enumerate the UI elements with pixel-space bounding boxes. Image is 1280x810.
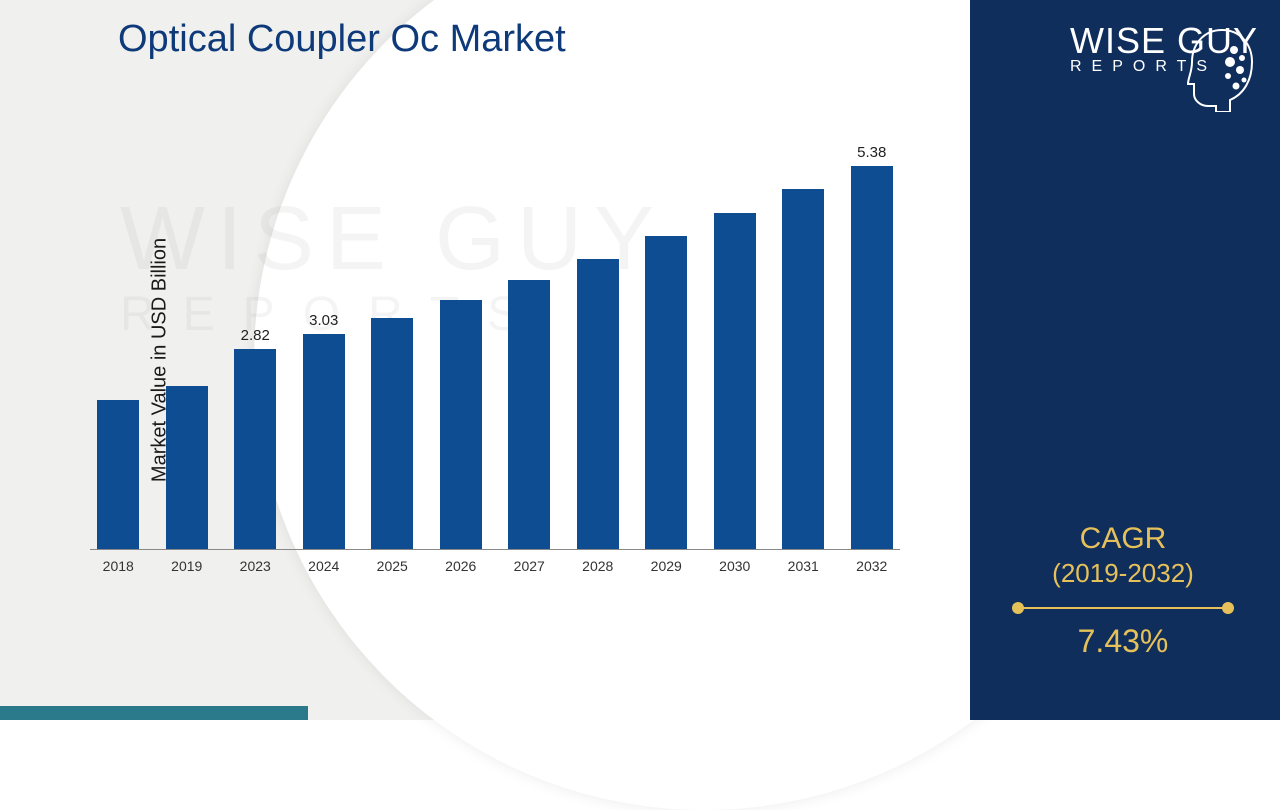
bar [166, 386, 208, 550]
head-icon [1186, 28, 1258, 112]
bar [714, 213, 756, 550]
x-tick-label: 2026 [445, 558, 476, 574]
bar-slot: 2029 [644, 214, 689, 550]
cagr-box: CAGR (2019-2032) 7.43% [998, 522, 1248, 660]
bar-slot: 2028 [576, 237, 621, 550]
bar [508, 280, 550, 550]
x-tick-label: 2031 [788, 558, 819, 574]
bar [782, 189, 824, 550]
bar-value-label: 5.38 [857, 144, 886, 162]
x-axis-line [90, 549, 900, 550]
x-tick-label: 2028 [582, 558, 613, 574]
cagr-divider [1018, 607, 1228, 609]
bar-slot: 2030 [713, 191, 758, 550]
bar-slot: 2.822023 [233, 327, 278, 550]
cagr-title: CAGR [998, 522, 1248, 556]
cagr-value: 7.43% [998, 623, 1248, 660]
bar [303, 334, 345, 550]
bottom-accent-bar [0, 706, 308, 720]
plot-area: WISE GUY REPORTS 201820192.8220233.03202… [90, 150, 900, 550]
bar-slot: 2027 [507, 258, 552, 550]
bar-value-label: 2.82 [241, 327, 270, 345]
bar-slot: 5.382032 [850, 144, 895, 550]
bar-slot: 2031 [781, 167, 826, 550]
bar [577, 259, 619, 550]
cagr-range: (2019-2032) [998, 558, 1248, 589]
bar-slot: 3.032024 [302, 312, 347, 550]
brand-logo: WISE GUY REPORTS [1070, 20, 1258, 76]
chart-title: Optical Coupler Oc Market [118, 18, 566, 61]
bar [440, 300, 482, 550]
bar-slot: 2019 [165, 364, 210, 550]
bar-slot: 2026 [439, 278, 484, 550]
bar [851, 166, 893, 550]
bar [97, 400, 139, 550]
bar-slot: 2018 [96, 378, 141, 550]
bar-chart: Market Value in USD Billion WISE GUY REP… [70, 150, 900, 570]
bar-slot: 2025 [370, 296, 415, 550]
bars-container: 2018 2019 2.822023 3.032024 2025 2026 2027 2028… [90, 150, 900, 550]
x-tick-label: 2029 [651, 558, 682, 574]
bar [371, 318, 413, 550]
x-tick-label: 2027 [514, 558, 545, 574]
x-tick-label: 2025 [377, 558, 408, 574]
x-tick-label: 2030 [719, 558, 750, 574]
x-tick-label: 2032 [856, 558, 887, 574]
bar [645, 236, 687, 550]
x-tick-label: 2023 [240, 558, 271, 574]
x-tick-label: 2019 [171, 558, 202, 574]
x-tick-label: 2018 [103, 558, 134, 574]
bar [234, 349, 276, 550]
bar-value-label: 3.03 [309, 312, 338, 330]
x-tick-label: 2024 [308, 558, 339, 574]
